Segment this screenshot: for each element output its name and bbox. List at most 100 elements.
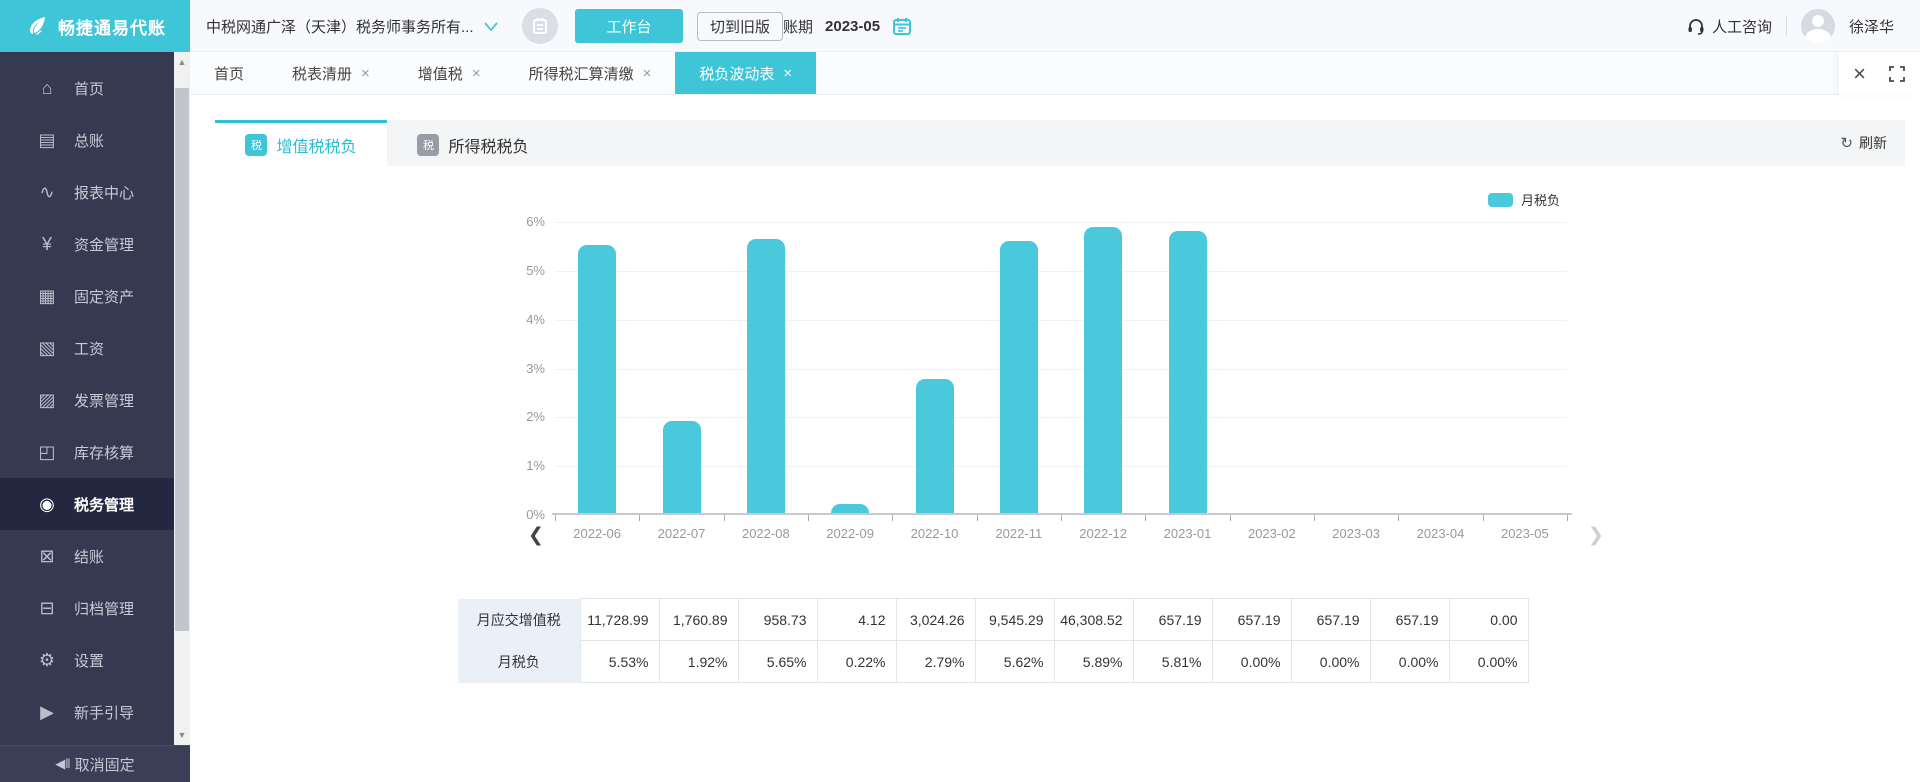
x-tick-label: 2022-10 (910, 526, 959, 541)
x-tick-label: 2022-12 (1079, 526, 1128, 541)
brand-logo[interactable]: 畅捷通易代账 (0, 0, 190, 52)
sidebar-item-label: 归档管理 (74, 600, 135, 618)
subtab-vat-tax-burden[interactable]: 税 增值税税负 (215, 120, 387, 166)
calendar-icon[interactable] (892, 16, 912, 36)
tab-close-icon[interactable]: × (361, 64, 370, 82)
accounting-period: 账期 2023-05 (783, 0, 912, 52)
chart-next-icon[interactable]: ❯ (1588, 525, 1604, 546)
x-tick-label: 2022-08 (741, 526, 790, 541)
x-tick-label: 2023-05 (1500, 526, 1549, 541)
table-cell: 1,760.89 (658, 598, 739, 641)
bar-2022-12[interactable] (1084, 227, 1123, 515)
play-guide-icon: ▶ (40, 701, 54, 722)
warehouse-icon: ◰ (38, 441, 56, 462)
tab-3[interactable]: 所得税汇算清缴 × (505, 52, 676, 94)
sidebar-item-invoice[interactable]: ▨ 发票管理 (0, 374, 174, 426)
sidebar: ⌂ 首页 ▤ 总账 ∿ 报表中心 ¥ 资金管理 ▦ 固定资产 ▧ 工资 ▨ 发票管理 ◰ 库存核算 ◉ 税务管理 ⊠… (0, 52, 190, 782)
x-tick (1398, 515, 1400, 521)
table-cell: 0.00% (1290, 640, 1371, 683)
sidebar-item-home[interactable]: ⌂ 首页 (0, 62, 174, 114)
tab-label: 税负波动表 (699, 65, 775, 83)
unpin-icon: ◀‖ (55, 756, 71, 771)
y-tick-label: 0% (526, 507, 545, 522)
tab-4[interactable]: 税负波动表 × (675, 52, 817, 94)
sidebar-item-label: 结账 (74, 548, 105, 566)
table-cell: 2.79% (895, 640, 976, 683)
unpin-sidebar-button[interactable]: ◀‖ 取消固定 (0, 745, 190, 782)
table-cell: 657.19 (1369, 598, 1450, 641)
x-tick (1482, 515, 1484, 521)
closing-book-icon: ⊠ (39, 545, 55, 566)
tax-burden-chart: 月税负 6% 5% 4% 3% 2% 1% 0% 2022-06 2022-07 2022-08… (190, 166, 1920, 586)
sidebar-item-label: 总账 (74, 132, 105, 150)
gridline (555, 222, 1567, 223)
table-cell: 4.12 (816, 598, 897, 641)
tab-1[interactable]: 税表清册 × (268, 52, 394, 94)
chart-prev-icon[interactable]: ❮ (528, 525, 544, 546)
x-tick (892, 515, 894, 521)
period-label: 账期 (783, 18, 814, 36)
sidebar-item-payroll[interactable]: ▧ 工资 (0, 322, 174, 374)
tab-close-icon[interactable]: × (783, 64, 793, 82)
fullscreen-icon[interactable] (1888, 65, 1906, 83)
memo-icon[interactable] (522, 8, 558, 44)
bar-2022-06[interactable] (578, 244, 617, 515)
x-tick (976, 515, 978, 521)
tax-burden-table: 月应交增值税 11,728.99 1,760.89 958.73 4.12 3,024.2… (458, 598, 1529, 683)
bar-2022-09[interactable] (831, 504, 870, 515)
scroll-up-icon[interactable]: ▲ (177, 57, 187, 67)
tab-2[interactable]: 增值税 × (394, 52, 505, 94)
x-tick (723, 515, 725, 521)
sidebar-item-label: 税务管理 (74, 496, 135, 514)
sidebar-item-archive[interactable]: ⊟ 归档管理 (0, 582, 174, 634)
refresh-button[interactable]: ↻ 刷新 (1840, 120, 1887, 166)
bar-2022-11[interactable] (999, 240, 1038, 515)
gridline (555, 368, 1567, 370)
tab-label: 所得税汇算清缴 (528, 65, 634, 83)
workbench-button[interactable]: 工作台 (575, 9, 683, 43)
bar-2022-10[interactable] (915, 378, 954, 515)
bar-2022-07[interactable] (662, 421, 701, 515)
table-cell: 657.19 (1211, 598, 1292, 641)
tax-icon: ◉ (39, 493, 55, 514)
sidebar-item-settings[interactable]: ⚙ 设置 (0, 634, 174, 686)
username[interactable]: 徐泽华 (1848, 18, 1894, 36)
sidebar-item-fixed-assets[interactable]: ▦ 固定资产 (0, 270, 174, 322)
x-tick-label: 2022-06 (573, 526, 622, 541)
table-cell: 3,024.26 (895, 598, 976, 641)
money-bag-icon: ¥ (41, 233, 52, 254)
switch-old-version-button[interactable]: 切到旧版 (697, 12, 784, 41)
legend-item[interactable]: 月税负 (1488, 190, 1560, 209)
gridline (555, 270, 1567, 272)
payroll-sheet-icon: ▧ (38, 337, 56, 358)
bar-2022-08[interactable] (746, 239, 785, 515)
bar-2023-01[interactable] (1168, 231, 1207, 515)
x-tick-label: 2023-04 (1416, 526, 1465, 541)
sidebar-item-ledger[interactable]: ▤ 总账 (0, 114, 174, 166)
y-tick-label: 2% (526, 409, 545, 425)
sidebar-item-guide[interactable]: ▶ 新手引导 (0, 686, 174, 738)
subtab-label: 增值税税负 (276, 138, 357, 156)
close-icon[interactable]: × (1853, 60, 1866, 86)
subtab-income-tax-burden[interactable]: 税 所得税税负 (387, 120, 559, 166)
sidebar-item-closing[interactable]: ⊠ 结账 (0, 530, 174, 582)
period-value[interactable]: 2023-05 (825, 17, 881, 35)
support-button[interactable]: 人工咨询 (1687, 16, 1772, 37)
x-tick-label: 2023-01 (1163, 526, 1212, 541)
sidebar-item-label: 固定资产 (74, 288, 135, 306)
sidebar-item-funds[interactable]: ¥ 资金管理 (0, 218, 174, 270)
x-tick-label: 2023-02 (1247, 526, 1296, 541)
x-tick (639, 515, 641, 521)
company-selector[interactable]: 中税网通广泽（天津）税务师事务所有... (206, 0, 498, 52)
scroll-down-icon[interactable]: ▼ (177, 730, 187, 740)
avatar[interactable] (1800, 9, 1835, 43)
tab-close-icon[interactable]: × (471, 64, 481, 82)
tab-close-icon[interactable]: × (642, 64, 652, 82)
x-axis-line (552, 513, 1572, 515)
sidebar-scrollbar[interactable]: ▲ ▼ (174, 52, 190, 745)
sidebar-item-report-center[interactable]: ∿ 报表中心 (0, 166, 174, 218)
scrollbar-thumb[interactable] (175, 88, 189, 631)
tab-0[interactable]: 首页 (190, 52, 268, 94)
sidebar-item-inventory[interactable]: ◰ 库存核算 (0, 426, 174, 478)
sidebar-item-tax[interactable]: ◉ 税务管理 (0, 478, 174, 530)
